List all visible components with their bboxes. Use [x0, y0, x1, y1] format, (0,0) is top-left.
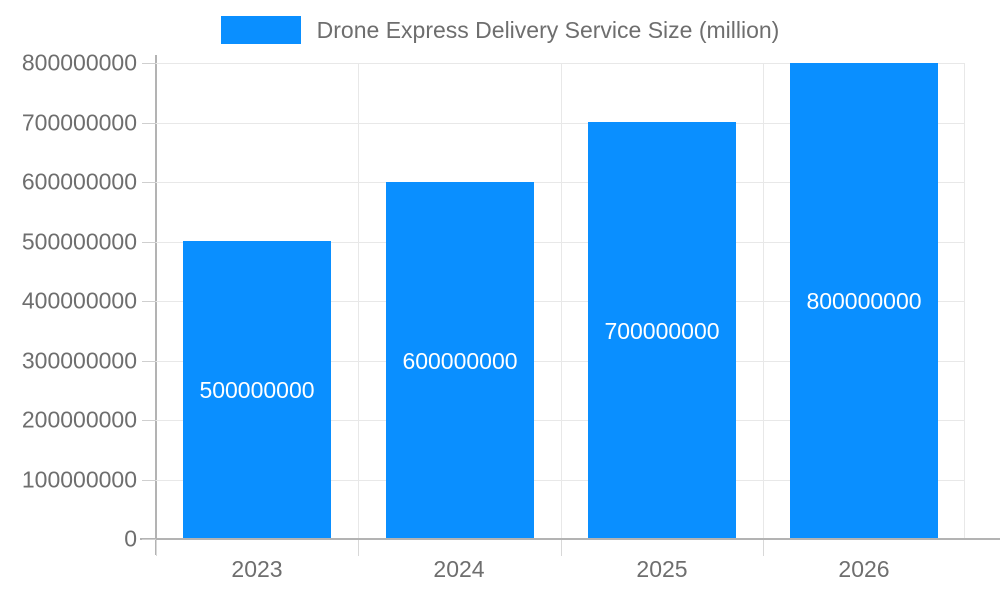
gridline-vertical: [561, 63, 562, 539]
y-axis-tick-mark: [142, 420, 156, 421]
bar-value-label: 800000000: [806, 288, 922, 314]
y-axis-tick-mark: [142, 63, 156, 64]
y-axis-tick-label: 800000000: [21, 49, 137, 76]
x-axis-tick-label: 2023: [231, 556, 283, 582]
y-axis-tick-mark: [142, 539, 156, 540]
gridline-vertical: [358, 63, 359, 539]
gridline-horizontal: [156, 122, 965, 124]
y-axis-tick-mark: [142, 301, 156, 302]
gridline-horizontal: [156, 420, 965, 421]
bar-value-label: 600000000: [402, 347, 518, 374]
legend-label: Drone Express Delivery Service Size (mil…: [316, 16, 780, 43]
legend-color-swatch[interactable]: [220, 16, 301, 44]
gridline-horizontal: [156, 63, 965, 64]
y-axis-tick-mark: [142, 241, 156, 243]
x-axis-tick-mark: [763, 540, 764, 556]
y-axis-tick-label: 0: [124, 525, 137, 552]
gridline-horizontal: [156, 182, 965, 183]
x-axis-line: [140, 538, 1000, 540]
bar[interactable]: 700000000: [588, 122, 736, 539]
bar[interactable]: 800000000: [790, 63, 938, 539]
x-axis-tick-mark: [561, 540, 562, 556]
y-axis-tick-mark: [142, 360, 156, 362]
x-axis-tick-label: 2026: [838, 556, 890, 582]
bar-value-label: 500000000: [199, 377, 315, 403]
gridline-horizontal: [156, 479, 965, 481]
gridline-horizontal: [156, 301, 965, 302]
gridline-horizontal: [156, 360, 965, 362]
bar[interactable]: 600000000: [386, 182, 534, 539]
y-axis-tick-mark: [142, 479, 156, 481]
plot-area: 500000000 600000000 700000000 800000000: [156, 63, 965, 539]
y-axis-tick-label: 300000000: [21, 347, 137, 373]
x-axis-tick-label: 2025: [636, 556, 688, 582]
y-axis-tick-mark: [142, 122, 156, 124]
y-axis-tick-label: 600000000: [21, 168, 137, 195]
y-axis-tick-label: 500000000: [21, 228, 137, 254]
bar[interactable]: 500000000: [183, 241, 331, 539]
chart-legend: Drone Express Delivery Service Size (mil…: [0, 10, 1000, 50]
bar-value-label: 700000000: [604, 317, 720, 344]
gridline-vertical: [763, 63, 764, 539]
y-axis-tick-label: 100000000: [21, 466, 137, 492]
y-axis-line: [155, 55, 157, 555]
y-axis-tick-mark: [142, 182, 156, 183]
x-axis-tick-mark: [156, 540, 157, 556]
x-axis-tick-label: 2024: [433, 556, 485, 582]
x-axis-labels: 2023 2024 2025 2026: [156, 558, 965, 592]
y-axis-tick-label: 200000000: [21, 406, 137, 433]
y-axis-labels: 800000000 700000000 600000000 500000000 4000…: [0, 0, 137, 600]
y-axis-tick-label: 700000000: [21, 109, 137, 135]
y-axis-tick-label: 400000000: [21, 287, 137, 314]
gridline-horizontal: [156, 241, 965, 243]
x-axis-tick-mark: [358, 540, 359, 556]
